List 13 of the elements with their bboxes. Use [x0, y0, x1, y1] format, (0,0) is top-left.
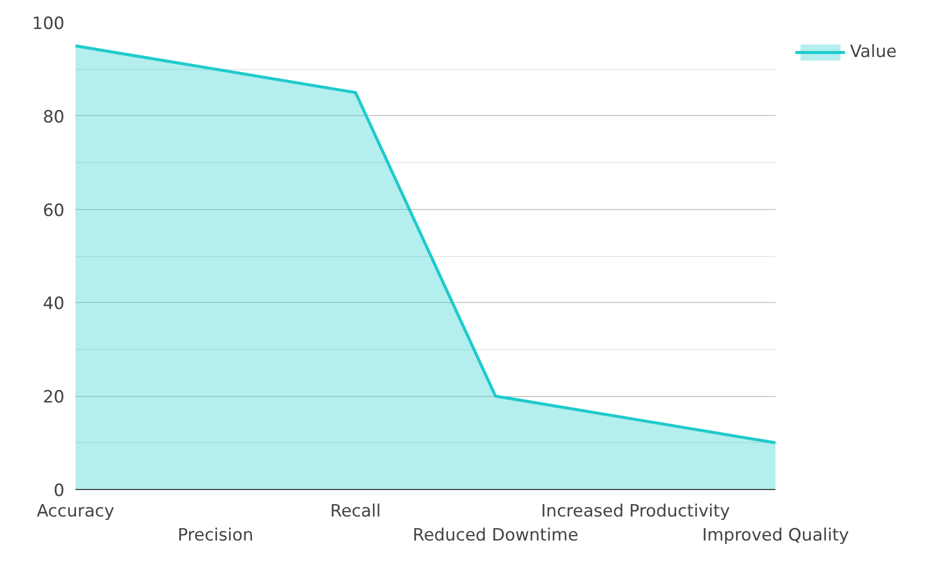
x-tick-label: Increased Productivity: [541, 502, 730, 522]
y-tick-label: 100: [32, 14, 65, 34]
legend-label: Value: [850, 42, 897, 62]
x-tick-label: Accuracy: [36, 502, 114, 522]
y-tick-label: 60: [42, 200, 65, 221]
y-tick-label: 0: [54, 481, 65, 501]
x-tick-label: Reduced Downtime: [412, 526, 578, 546]
x-tick-label: Improved Quality: [702, 526, 849, 546]
x-tick-label: Precision: [178, 526, 254, 546]
y-tick-label: 80: [42, 107, 65, 128]
x-tick-label: Recall: [330, 502, 381, 522]
y-tick-label: 40: [42, 294, 65, 314]
y-tick-label: 20: [42, 388, 65, 408]
